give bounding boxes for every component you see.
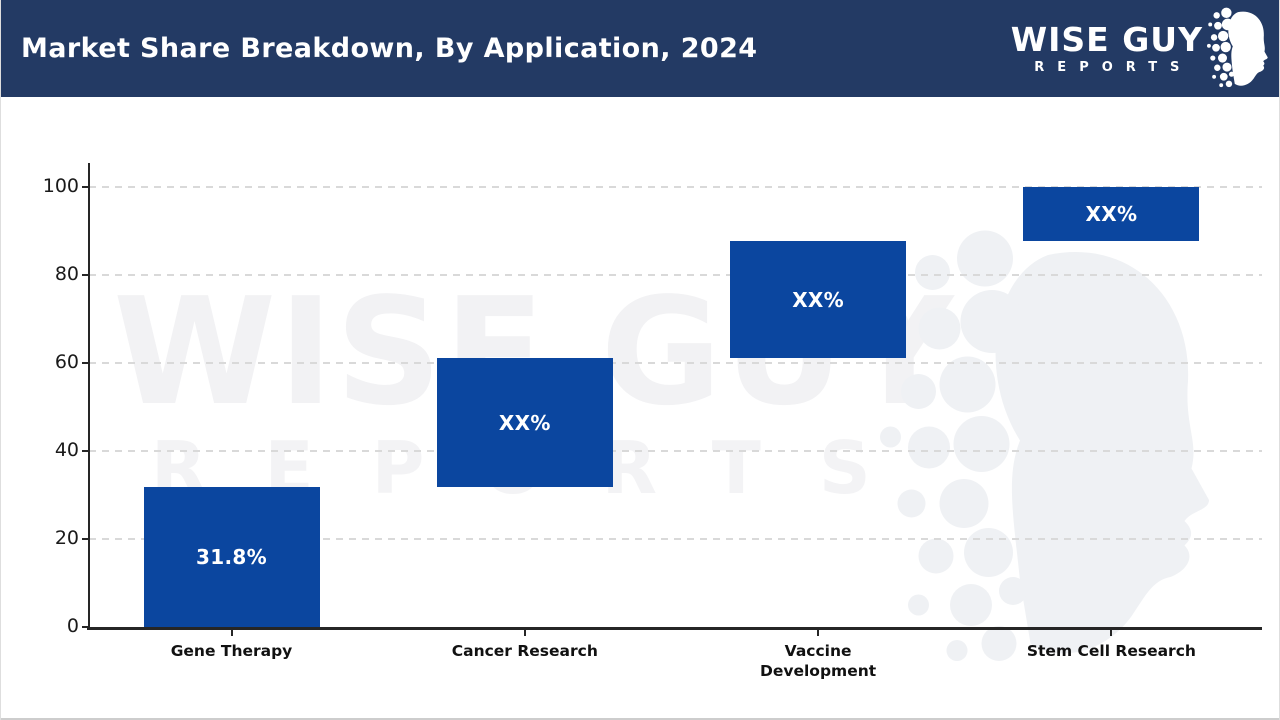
bar-stem-cell-research: XX% bbox=[1023, 187, 1200, 242]
page-bottom-border bbox=[1, 718, 1279, 720]
y-tick-label-80: 80 bbox=[54, 263, 79, 285]
x-axis-label-cancer-research: Cancer Research bbox=[451, 642, 598, 660]
x-axis-label-vaccine-development: Vaccine Development bbox=[760, 642, 877, 681]
y-tick-mark-40 bbox=[82, 450, 89, 452]
x-tick-mark-cancer-research bbox=[523, 629, 526, 636]
gridline-y-100 bbox=[89, 186, 1262, 188]
logo-brand-name: WISE GUY bbox=[1010, 19, 1203, 59]
y-axis-line bbox=[88, 163, 90, 629]
y-tick-mark-100 bbox=[82, 186, 89, 188]
logo-text: WISE GUY REPORTS bbox=[1010, 19, 1203, 76]
gridline-y-20 bbox=[89, 538, 1262, 540]
header-bar: Market Share Breakdown, By Application, … bbox=[1, 0, 1279, 97]
logo-head-icon bbox=[1206, 7, 1268, 88]
y-tick-mark-60 bbox=[82, 362, 89, 364]
x-axis-line bbox=[87, 627, 1262, 630]
gridline-y-40 bbox=[89, 450, 1262, 452]
y-tick-label-20: 20 bbox=[54, 527, 79, 549]
x-tick-mark-vaccine-development bbox=[817, 629, 820, 636]
y-tick-label-100: 100 bbox=[42, 175, 79, 197]
chart-plot-area: 0 20 40 60 80 100 31.8% Gene Therapy XX% Cancer R… bbox=[1, 97, 1279, 720]
y-tick-label-0: 0 bbox=[66, 615, 79, 637]
y-tick-mark-80 bbox=[82, 274, 89, 276]
x-tick-mark-stem-cell-research bbox=[1110, 629, 1113, 636]
y-tick-label-60: 60 bbox=[54, 351, 79, 373]
bar-value-label-gene-therapy: 31.8% bbox=[196, 545, 267, 570]
y-tick-label-40: 40 bbox=[54, 439, 79, 461]
bar-gene-therapy: 31.8% bbox=[143, 487, 320, 627]
wise-guy-reports-logo: WISE GUY REPORTS bbox=[1011, 4, 1271, 94]
bar-vaccine-development: XX% bbox=[730, 241, 907, 359]
x-axis-label-gene-therapy: Gene Therapy bbox=[170, 642, 293, 660]
x-axis-label-stem-cell-research: Stem Cell Research bbox=[1026, 642, 1196, 660]
x-tick-mark-gene-therapy bbox=[230, 629, 233, 636]
y-tick-mark-20 bbox=[82, 538, 89, 540]
bar-value-label-stem-cell-research: XX% bbox=[1085, 202, 1138, 227]
gridline-y-60 bbox=[89, 362, 1262, 364]
y-tick-mark-0 bbox=[82, 626, 89, 628]
logo-brand-subtitle: REPORTS bbox=[1034, 60, 1193, 76]
page-title: Market Share Breakdown, By Application, … bbox=[21, 33, 758, 64]
bar-value-label-cancer-research: XX% bbox=[498, 410, 551, 435]
bar-value-label-vaccine-development: XX% bbox=[792, 287, 844, 312]
bar-cancer-research: XX% bbox=[436, 358, 613, 488]
gridline-y-80 bbox=[89, 274, 1262, 276]
